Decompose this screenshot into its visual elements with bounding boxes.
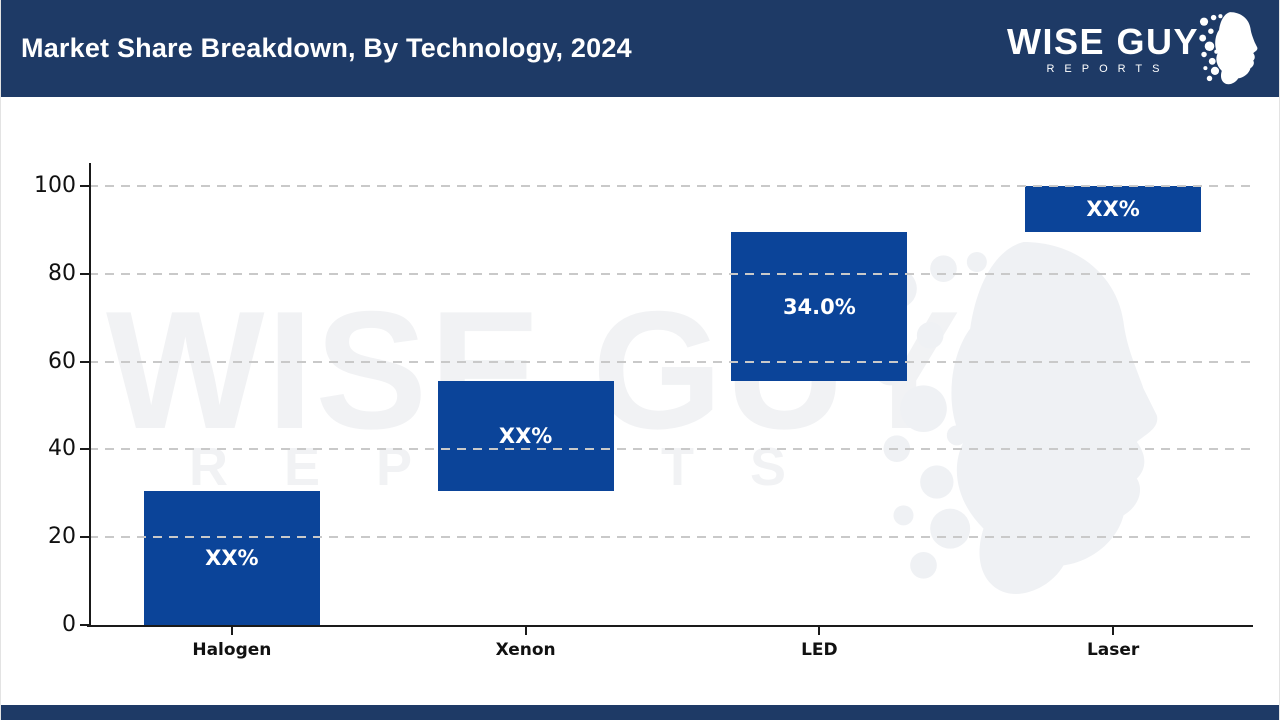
y-tick-label-40: 40 [48, 436, 76, 462]
logo-wordmark: WISE GUY [1006, 21, 1199, 62]
x-tick-label-halogen: Halogen [192, 640, 272, 660]
gridline-80 [89, 272, 1253, 275]
bar-laser [1025, 186, 1202, 233]
y-tick-mark-40 [80, 448, 89, 451]
y-tick-mark-60 [80, 360, 89, 363]
x-tick-mark-laser [1112, 627, 1115, 635]
plot-area: 0 20 40 60 80 100 Halogen Xenon LED Laser XX% XX% 34… [1, 97, 1279, 705]
y-tick-mark-0 [80, 624, 89, 626]
logo-subtitle: REPORTS [1046, 63, 1170, 75]
page-title: Market Share Breakdown, By Technology, 2… [21, 33, 632, 63]
x-axis-line [87, 625, 1253, 627]
y-tick-mark-20 [80, 536, 89, 539]
x-tick-label-led: LED [801, 640, 838, 660]
x-tick-label-laser: Laser [1086, 640, 1140, 660]
gridline-20 [89, 536, 1253, 539]
y-tick-label-20: 20 [48, 524, 76, 550]
logo-text: WISE GUY REPORTS [1006, 21, 1199, 76]
y-tick-label-100: 100 [34, 173, 76, 198]
y-tick-label-60: 60 [48, 348, 76, 374]
y-tick-label-80: 80 [48, 260, 76, 286]
y-tick-label-0: 0 [62, 612, 76, 637]
bar-xenon [437, 381, 614, 492]
bar-value-label-laser: XX% [1086, 197, 1140, 222]
x-tick-mark-halogen [230, 627, 233, 635]
x-tick-label-xenon: Xenon [495, 640, 556, 660]
y-tick-mark-80 [80, 272, 89, 275]
y-axis-line [89, 163, 91, 627]
bar-value-label-xenon: XX% [498, 424, 553, 449]
x-tick-mark-led [818, 627, 821, 635]
gridline-40 [89, 448, 1253, 451]
gridline-60 [89, 360, 1253, 363]
bar-led [731, 232, 908, 382]
gridline-100 [89, 185, 1253, 187]
bar-value-label-halogen: XX% [205, 546, 259, 571]
y-tick-mark-100 [80, 185, 89, 187]
footer-band [1, 705, 1279, 720]
x-tick-mark-xenon [524, 627, 527, 635]
bar-value-label-led: 34.0% [782, 294, 856, 319]
wise-guy-reports-logo: WISE GUY REPORTS [1007, 6, 1267, 92]
header-band: Market Share Breakdown, By Technology, 2… [1, 0, 1279, 97]
logo-face-icon [1199, 12, 1258, 85]
bar-halogen [143, 491, 320, 625]
